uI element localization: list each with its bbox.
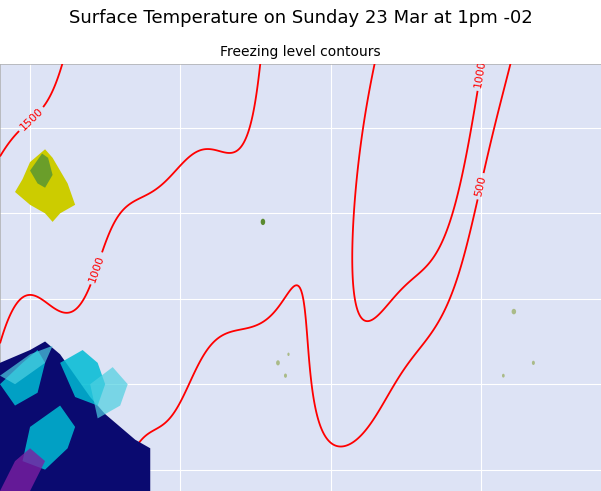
Text: Surface Temperature on Sunday 23 Mar at 1pm -02: Surface Temperature on Sunday 23 Mar at … (69, 9, 532, 27)
Ellipse shape (261, 218, 265, 225)
Ellipse shape (284, 374, 287, 378)
Ellipse shape (502, 374, 505, 378)
Polygon shape (30, 154, 53, 188)
Text: 1000: 1000 (473, 59, 487, 89)
Polygon shape (60, 350, 105, 406)
Ellipse shape (532, 361, 535, 365)
Text: 500: 500 (474, 175, 488, 197)
Polygon shape (23, 406, 75, 470)
Ellipse shape (511, 309, 516, 314)
Polygon shape (0, 448, 45, 491)
Polygon shape (90, 367, 128, 418)
Ellipse shape (287, 353, 290, 356)
Text: 1000: 1000 (87, 253, 106, 283)
Ellipse shape (276, 360, 280, 365)
Polygon shape (0, 341, 150, 491)
Text: 1500: 1500 (18, 106, 45, 133)
Text: Freezing level contours: Freezing level contours (220, 45, 381, 59)
Polygon shape (0, 350, 45, 406)
Polygon shape (0, 346, 53, 384)
Polygon shape (15, 149, 75, 222)
